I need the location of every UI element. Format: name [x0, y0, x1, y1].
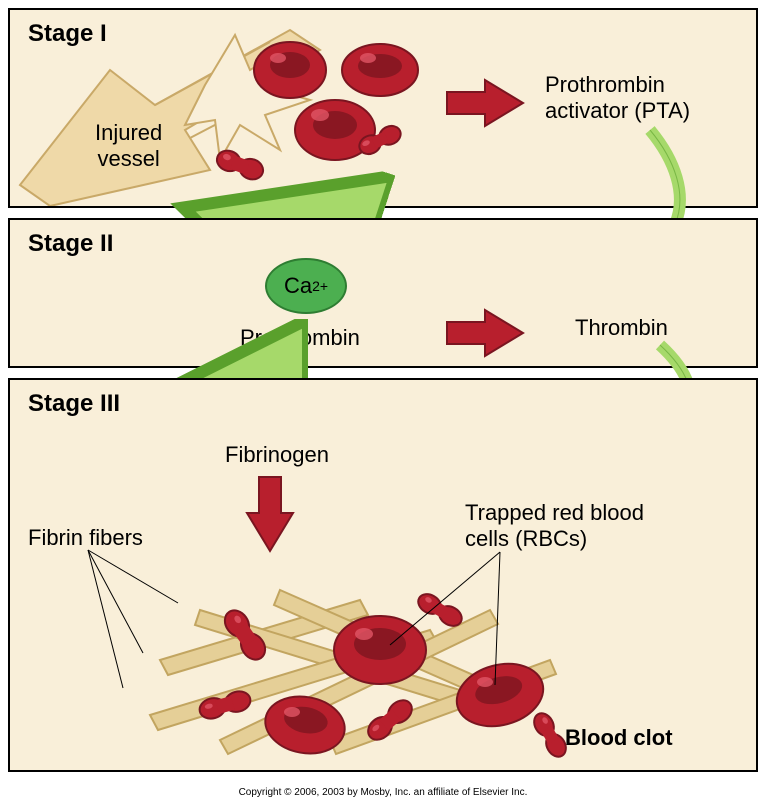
- copyright-text: Copyright © 2006, 2003 by Mosby, Inc. an…: [0, 787, 766, 798]
- injured-vessel-label: Injured vessel: [95, 120, 162, 173]
- stage3-panel: Stage III Fibrinogen: [8, 378, 758, 772]
- stage2-panel: Stage II Ca2+ Prothrombin Thrombin: [8, 218, 758, 368]
- ca-sup: 2+: [312, 278, 328, 294]
- prothrombin-label: Prothrombin: [240, 325, 360, 351]
- stage1-panel: Stage I: [8, 8, 758, 208]
- pta-label: Prothrombin activator (PTA): [545, 72, 690, 125]
- trapped-rbcs-label: Trapped red blood cells (RBCs): [465, 500, 644, 553]
- stage1-illustration: [10, 10, 430, 206]
- stage1-arrow: [445, 78, 525, 128]
- thrombin-label: Thrombin: [575, 315, 668, 341]
- ca-text: Ca: [284, 273, 312, 299]
- blood-clot-label: Blood clot: [565, 725, 673, 751]
- rbc-leaders: [350, 550, 570, 730]
- stage2-arrow: [445, 308, 525, 358]
- stage3-title: Stage III: [28, 390, 120, 418]
- fibrinogen-label: Fibrinogen: [225, 442, 329, 468]
- ca-oval: Ca2+: [265, 258, 347, 314]
- fibrin-leaders: [28, 548, 248, 698]
- stage2-title: Stage II: [28, 230, 113, 258]
